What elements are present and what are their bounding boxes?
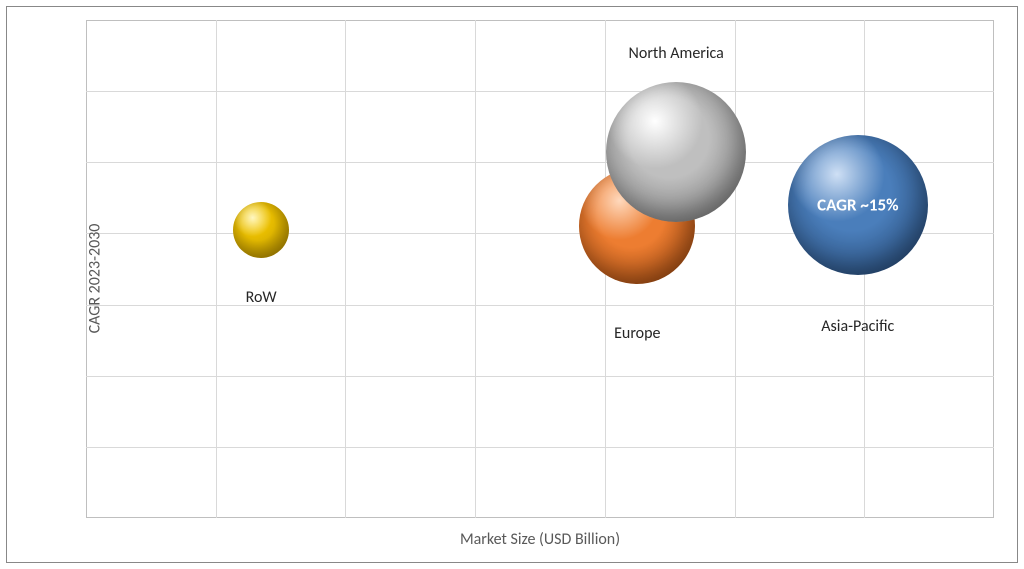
bubble-label-row: RoW: [246, 288, 277, 307]
sphere-icon: [233, 202, 289, 258]
bubble-label-north-america: North America: [629, 44, 724, 63]
bubble-inner-label-asia-pacific: CAGR ~15%: [817, 194, 898, 215]
sphere-icon: [606, 82, 746, 222]
y-axis-label: CAGR 2023-2030: [85, 224, 104, 334]
bubble-row: [233, 202, 289, 258]
x-axis-label: Market Size (USD Billion): [460, 530, 620, 549]
bubble-label-asia-pacific: Asia-Pacific: [821, 317, 894, 336]
bubble-label-europe: Europe: [614, 324, 660, 343]
bubble-north-america: [606, 82, 746, 222]
bubble-asia-pacific: CAGR ~15%: [788, 135, 928, 275]
bubble-container: RoW Europe North America CAGR ~15% Asia-Paci…: [86, 20, 994, 518]
